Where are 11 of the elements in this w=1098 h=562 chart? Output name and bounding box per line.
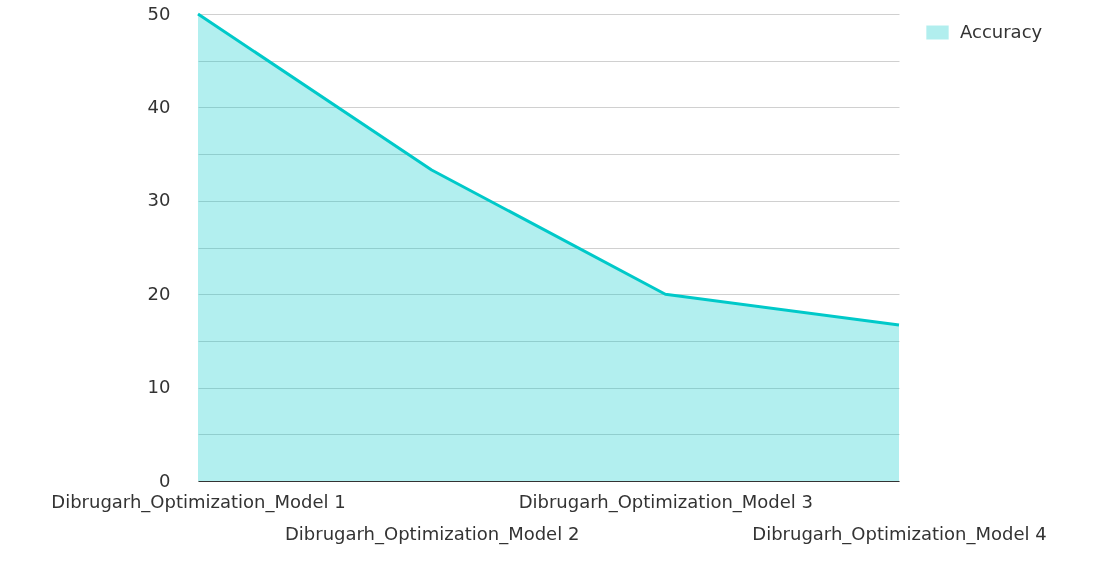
- x-tick-label: Dibrugarh_Optimization_Model 4: [752, 522, 1047, 545]
- y-tick-label: 30: [147, 189, 171, 211]
- y-tick-label: 50: [147, 2, 171, 24]
- legend-label: Accuracy: [960, 20, 1043, 42]
- y-tick-label: 20: [147, 282, 171, 304]
- y-tick-label: 0: [159, 469, 171, 491]
- x-tick-label: Dibrugarh_Optimization_Model 2: [284, 522, 580, 545]
- x-tick-label: Dibrugarh_Optimization_Model 1: [51, 490, 346, 513]
- x-tick-label: Dibrugarh_Optimization_Model 3: [518, 490, 814, 513]
- y-tick-label: 10: [147, 376, 171, 398]
- y-tick-label: 40: [147, 95, 171, 117]
